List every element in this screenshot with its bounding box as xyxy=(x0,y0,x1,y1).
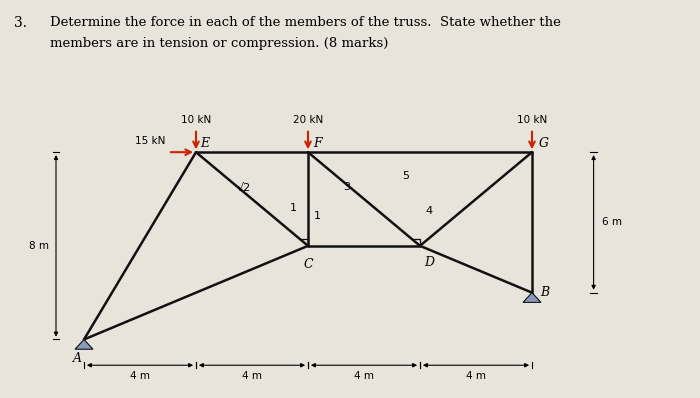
Text: D: D xyxy=(424,256,434,269)
Text: A: A xyxy=(73,352,81,365)
Text: G: G xyxy=(539,137,549,150)
Polygon shape xyxy=(75,339,93,349)
Text: 10 kN: 10 kN xyxy=(181,115,211,125)
Text: 3: 3 xyxy=(343,182,350,192)
Text: 4 m: 4 m xyxy=(242,371,262,381)
Text: E: E xyxy=(200,137,209,150)
Text: √2: √2 xyxy=(237,182,251,192)
Text: 15 kN: 15 kN xyxy=(135,137,165,146)
Text: 6 m: 6 m xyxy=(602,217,622,227)
Text: 4 m: 4 m xyxy=(130,371,150,381)
Text: F: F xyxy=(314,137,322,150)
Text: C: C xyxy=(303,258,313,271)
Text: 8 m: 8 m xyxy=(29,241,49,251)
Text: 5: 5 xyxy=(402,171,409,181)
Text: Determine the force in each of the members of the truss.  State whether the: Determine the force in each of the membe… xyxy=(50,16,561,29)
Text: 4 m: 4 m xyxy=(466,371,486,381)
Text: 20 kN: 20 kN xyxy=(293,115,323,125)
Text: 4 m: 4 m xyxy=(354,371,374,381)
Polygon shape xyxy=(523,293,541,302)
Text: members are in tension or compression. (8 marks): members are in tension or compression. (… xyxy=(50,37,388,51)
Text: B: B xyxy=(540,286,550,299)
Text: 10 kN: 10 kN xyxy=(517,115,547,125)
Text: 4: 4 xyxy=(426,206,433,216)
Text: 3.: 3. xyxy=(14,16,27,30)
Text: 1: 1 xyxy=(290,203,297,213)
Text: 1: 1 xyxy=(314,211,321,221)
